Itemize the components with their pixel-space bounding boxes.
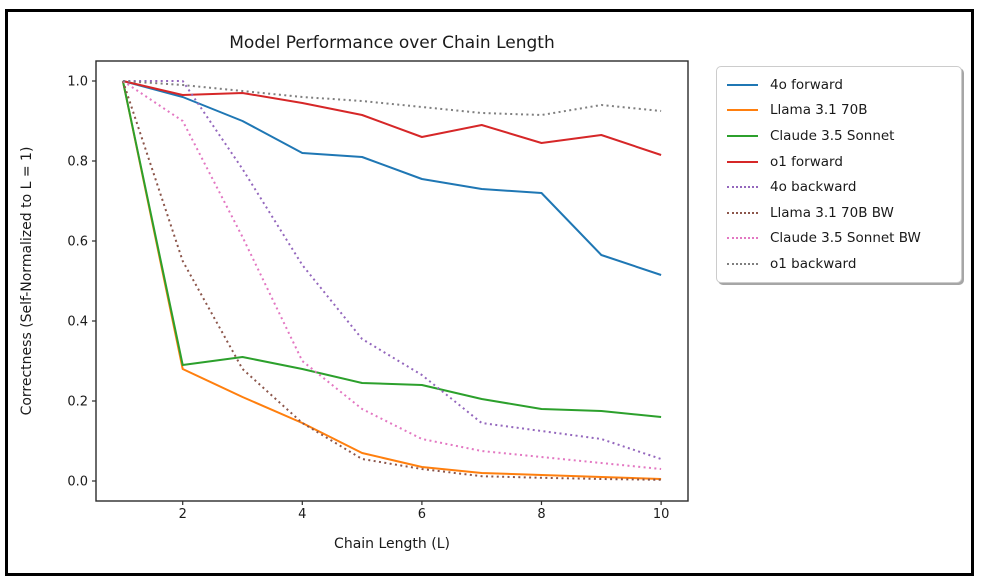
series-line-o1-backward bbox=[122, 80, 662, 116]
screenshot-border bbox=[5, 9, 974, 576]
series-line-o1-forward bbox=[122, 80, 662, 156]
series-line-llama-3-1-70b bbox=[121, 80, 662, 480]
legend-label: o1 forward bbox=[770, 153, 843, 170]
legend-entry: 4o backward bbox=[727, 174, 951, 200]
legend-entry: 4o forward bbox=[727, 72, 951, 98]
legend-dotted-line-sample bbox=[727, 237, 758, 240]
legend-dotted-line-sample bbox=[727, 211, 758, 214]
y-tick-label: 0.2 bbox=[67, 395, 88, 410]
legend-entry: Claude 3.5 Sonnet bbox=[727, 123, 951, 149]
legend-entry: o1 backward bbox=[727, 251, 951, 277]
y-tick-label: 0.0 bbox=[67, 475, 88, 490]
y-tick-label: 0.6 bbox=[67, 235, 88, 250]
legend-solid-line-sample bbox=[727, 109, 758, 112]
series-line-4o-forward bbox=[122, 80, 662, 276]
legend-label: Claude 3.5 Sonnet bbox=[770, 127, 895, 144]
legend-entry: o1 forward bbox=[727, 149, 951, 175]
plot-area-spines bbox=[95, 60, 689, 502]
legend-solid-line-sample bbox=[727, 83, 758, 86]
legend-entry: Llama 3.1 70B bbox=[727, 98, 951, 124]
x-tick-label: 4 bbox=[298, 507, 306, 522]
legend-label: 4o backward bbox=[770, 179, 857, 196]
x-tick-label: 6 bbox=[418, 507, 426, 522]
x-tick-label: 2 bbox=[179, 507, 187, 522]
legend-label: Claude 3.5 Sonnet BW bbox=[770, 230, 921, 247]
legend-dotted-line-sample bbox=[727, 262, 758, 265]
legend-label: Llama 3.1 70B bbox=[770, 102, 868, 119]
legend-label: o1 backward bbox=[770, 255, 857, 272]
legend-entry: Claude 3.5 Sonnet BW bbox=[727, 226, 951, 252]
chart-title: Model Performance over Chain Length bbox=[229, 33, 555, 53]
legend-solid-line-sample bbox=[727, 134, 758, 137]
legend-solid-line-sample bbox=[727, 160, 758, 163]
legend-entry: Llama 3.1 70B BW bbox=[727, 200, 951, 226]
series-line-claude-3-5-sonnet bbox=[121, 80, 662, 418]
x-tick-label: 10 bbox=[653, 507, 670, 522]
x-axis-label: Chain Length (L) bbox=[334, 536, 450, 552]
legend-label: Llama 3.1 70B BW bbox=[770, 204, 894, 221]
y-tick-label: 0.4 bbox=[67, 315, 88, 330]
legend-dotted-line-sample bbox=[727, 186, 758, 189]
y-tick-label: 1.0 bbox=[67, 75, 88, 90]
plot-lines bbox=[121, 80, 662, 481]
y-axis-label: Correctness (Self-Normalized to L = 1) bbox=[19, 147, 35, 416]
series-line-4o-backward bbox=[122, 80, 662, 460]
series-line-llama-3-1-70b-bw bbox=[121, 80, 662, 481]
axes: 2 4 6 8 10 0.0 0.2 0.4 0.6 0.8 1.0 bbox=[67, 60, 689, 522]
y-tick-label: 0.8 bbox=[67, 155, 88, 170]
legend-label: 4o forward bbox=[770, 76, 843, 93]
x-tick-label: 8 bbox=[537, 507, 545, 522]
legend: 4o forward Llama 3.1 70B Claude 3.5 Sonnet… bbox=[716, 66, 962, 283]
